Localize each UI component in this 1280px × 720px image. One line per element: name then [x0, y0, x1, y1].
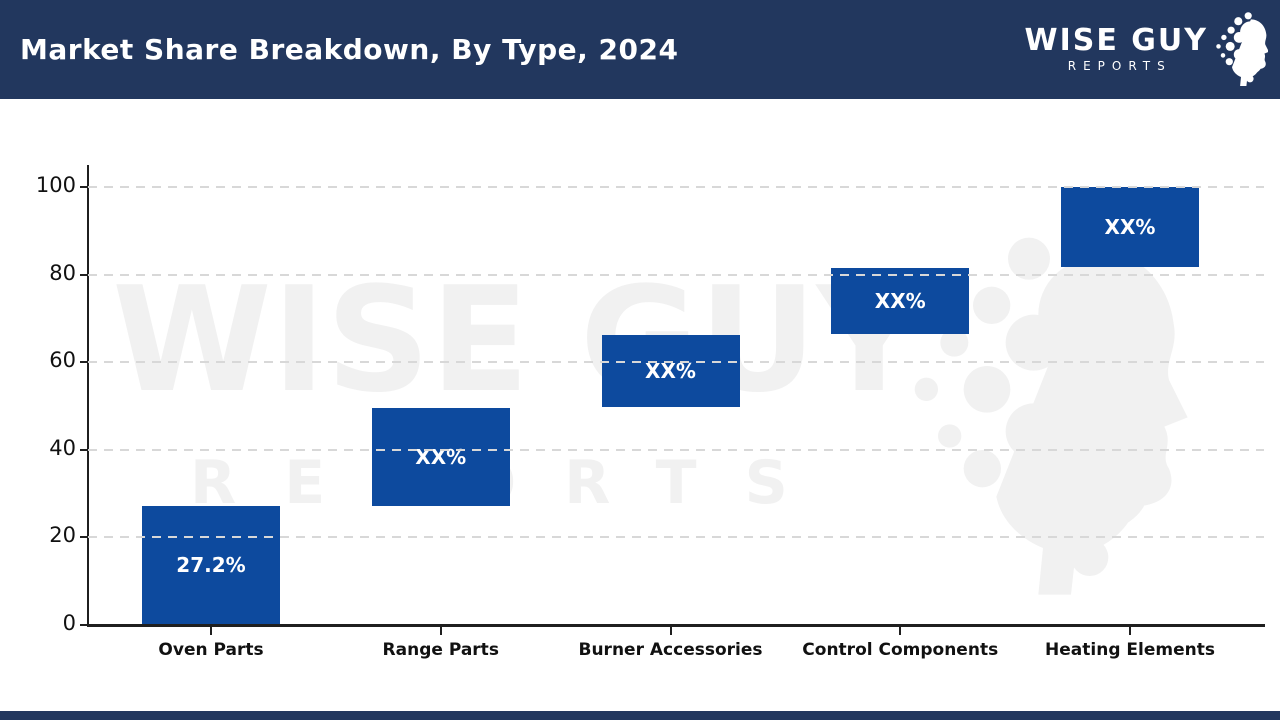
y-axis-tick [80, 361, 88, 364]
y-tick-label: 60 [49, 348, 76, 373]
y-axis-tick [80, 536, 88, 539]
x-category-label: Heating Elements [1045, 640, 1215, 660]
bar-burner-accessories: XX% [601, 335, 740, 407]
footer-bar [0, 711, 1280, 720]
watermark-wordmark: WISE GUY [112, 256, 922, 425]
y-tick-label: 0 [62, 611, 76, 635]
y-axis-tick [80, 186, 88, 188]
bar-range-parts: XX% [371, 408, 510, 506]
x-axis-line [87, 624, 1265, 627]
gridline-y-20 [88, 536, 1264, 539]
x-axis-tick [1129, 627, 1131, 635]
x-axis-tick [210, 627, 212, 635]
logo-secondary-text: REPORTS [1067, 59, 1172, 73]
x-category-label: Range Parts [382, 640, 499, 660]
y-axis-tick [80, 273, 88, 276]
wise-guy-logo: WISE GUY REPORTS [1024, 0, 1268, 99]
bar-heating-elements: XX% [1061, 187, 1199, 267]
gridline-y-100 [88, 186, 1264, 188]
x-category-label: Burner Accessories [578, 640, 763, 660]
logo-text: WISE GUY REPORTS [1024, 23, 1208, 74]
face-profile-dots-icon [1214, 11, 1268, 89]
watermark-face-dots-icon [878, 212, 1208, 608]
x-axis-tick [439, 627, 442, 635]
chart-title: Market Share Breakdown, By Type, 2024 [20, 33, 679, 66]
y-axis-tick [80, 624, 88, 626]
y-axis-tick [80, 448, 88, 451]
y-tick-label: 40 [49, 435, 76, 460]
bar-control-components: XX% [831, 268, 970, 334]
logo-primary-text: WISE GUY [1024, 23, 1208, 58]
bar-value-label: 27.2% [176, 553, 246, 578]
y-tick-label: 100 [35, 173, 76, 197]
x-category-label: Control Components [802, 640, 999, 660]
y-axis-line [87, 165, 89, 626]
x-axis-tick [899, 627, 902, 635]
header-bar: Market Share Breakdown, By Type, 2024 WI… [0, 0, 1280, 99]
bar-value-label: XX% [1104, 214, 1156, 239]
x-axis-tick [669, 627, 672, 635]
gridline-y-60 [88, 361, 1264, 364]
bar-oven-parts: 27.2% [142, 505, 280, 625]
y-tick-label: 80 [49, 260, 76, 285]
x-category-label: Oven Parts [158, 640, 264, 660]
y-tick-label: 20 [49, 523, 76, 548]
gridline-y-80 [88, 273, 1264, 276]
bar-value-label: XX% [874, 288, 926, 313]
gridline-y-40 [88, 448, 1264, 451]
